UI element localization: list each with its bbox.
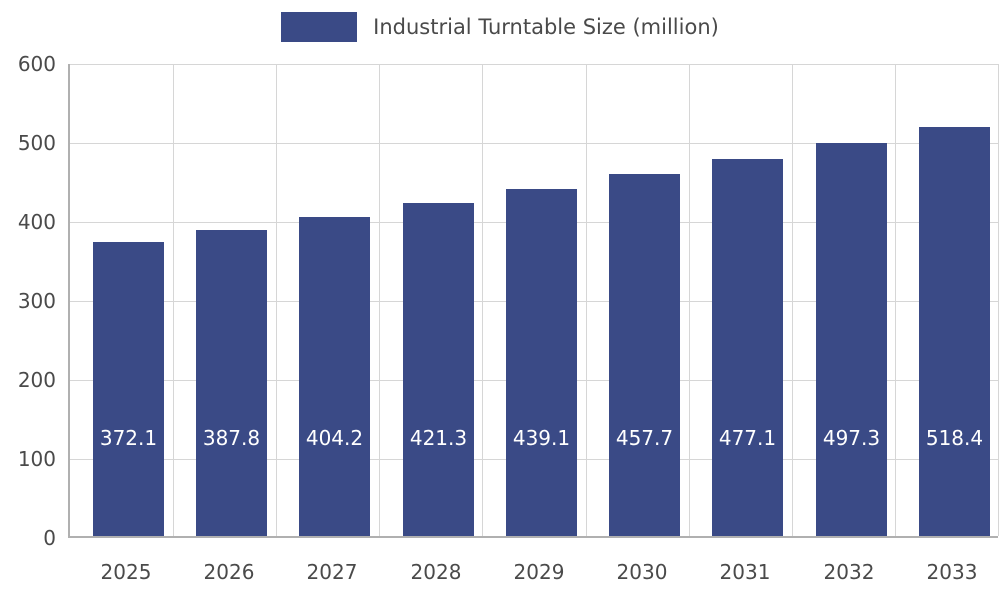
gridline-vertical	[482, 64, 483, 536]
legend-label: Industrial Turntable Size (million)	[373, 15, 719, 39]
legend-item-industrial-turntable-size[interactable]: Industrial Turntable Size (million)	[281, 12, 719, 42]
gridline-vertical	[792, 64, 793, 536]
y-tick-label: 300	[17, 289, 56, 313]
bar-2028[interactable]: 421.3	[403, 203, 474, 536]
bar-value-label: 439.1	[512, 426, 571, 450]
bar-2027[interactable]: 404.2	[299, 216, 370, 536]
gridline-vertical	[586, 64, 587, 536]
y-tick-label: 400	[17, 210, 56, 234]
bar-2033[interactable]: 518.4	[919, 126, 990, 536]
y-tick-label: 0	[43, 526, 56, 550]
bar-2025[interactable]: 372.1	[93, 242, 164, 536]
bar-2032[interactable]: 497.3	[816, 143, 887, 536]
bar-value-label: 372.1	[99, 426, 158, 450]
x-tick-label: 2031	[719, 560, 771, 584]
bar-value-label: 387.8	[202, 426, 261, 450]
gridline-horizontal	[70, 143, 998, 144]
gridline-vertical	[998, 64, 999, 536]
bar-value-label: 477.1	[718, 426, 777, 450]
x-tick-label: 2032	[823, 560, 875, 584]
y-tick-label: 500	[17, 131, 56, 155]
x-tick-label: 2029	[513, 560, 565, 584]
x-tick-label: 2027	[306, 560, 358, 584]
y-tick-label: 200	[17, 368, 56, 392]
bar-2030[interactable]: 457.7	[609, 174, 680, 536]
x-tick-label: 2028	[410, 560, 462, 584]
x-tick-label: 2033	[926, 560, 978, 584]
x-tick-label: 2030	[616, 560, 668, 584]
bar-2031[interactable]: 477.1	[712, 159, 783, 536]
plot-area: 372.1 387.8 404.2 421.3 439.1 457.7 477.…	[68, 64, 999, 538]
gridline-vertical	[276, 64, 277, 536]
bar-2026[interactable]: 387.8	[196, 229, 267, 536]
bar-value-label: 497.3	[822, 426, 881, 450]
gridline-vertical	[689, 64, 690, 536]
legend-swatch-icon	[281, 12, 358, 42]
bar-2029[interactable]: 439.1	[506, 189, 577, 536]
bar-value-label: 404.2	[305, 426, 364, 450]
x-axis: 2025 2026 2027 2028 2029 2030 2031 2032 …	[68, 540, 998, 586]
gridline-horizontal	[70, 64, 998, 65]
x-tick-label: 2025	[100, 560, 152, 584]
gridline-vertical	[173, 64, 174, 536]
y-tick-label: 600	[17, 52, 56, 76]
bar-value-label: 421.3	[409, 426, 468, 450]
bar-value-label: 457.7	[615, 426, 674, 450]
y-axis: 0 100 200 300 400 500 600	[0, 52, 56, 550]
bar-value-label: 518.4	[925, 426, 984, 450]
x-tick-label: 2026	[203, 560, 255, 584]
gridline-vertical	[895, 64, 896, 536]
chart-legend: Industrial Turntable Size (million)	[0, 12, 1000, 42]
gridline-vertical	[379, 64, 380, 536]
y-tick-label: 100	[17, 447, 56, 471]
